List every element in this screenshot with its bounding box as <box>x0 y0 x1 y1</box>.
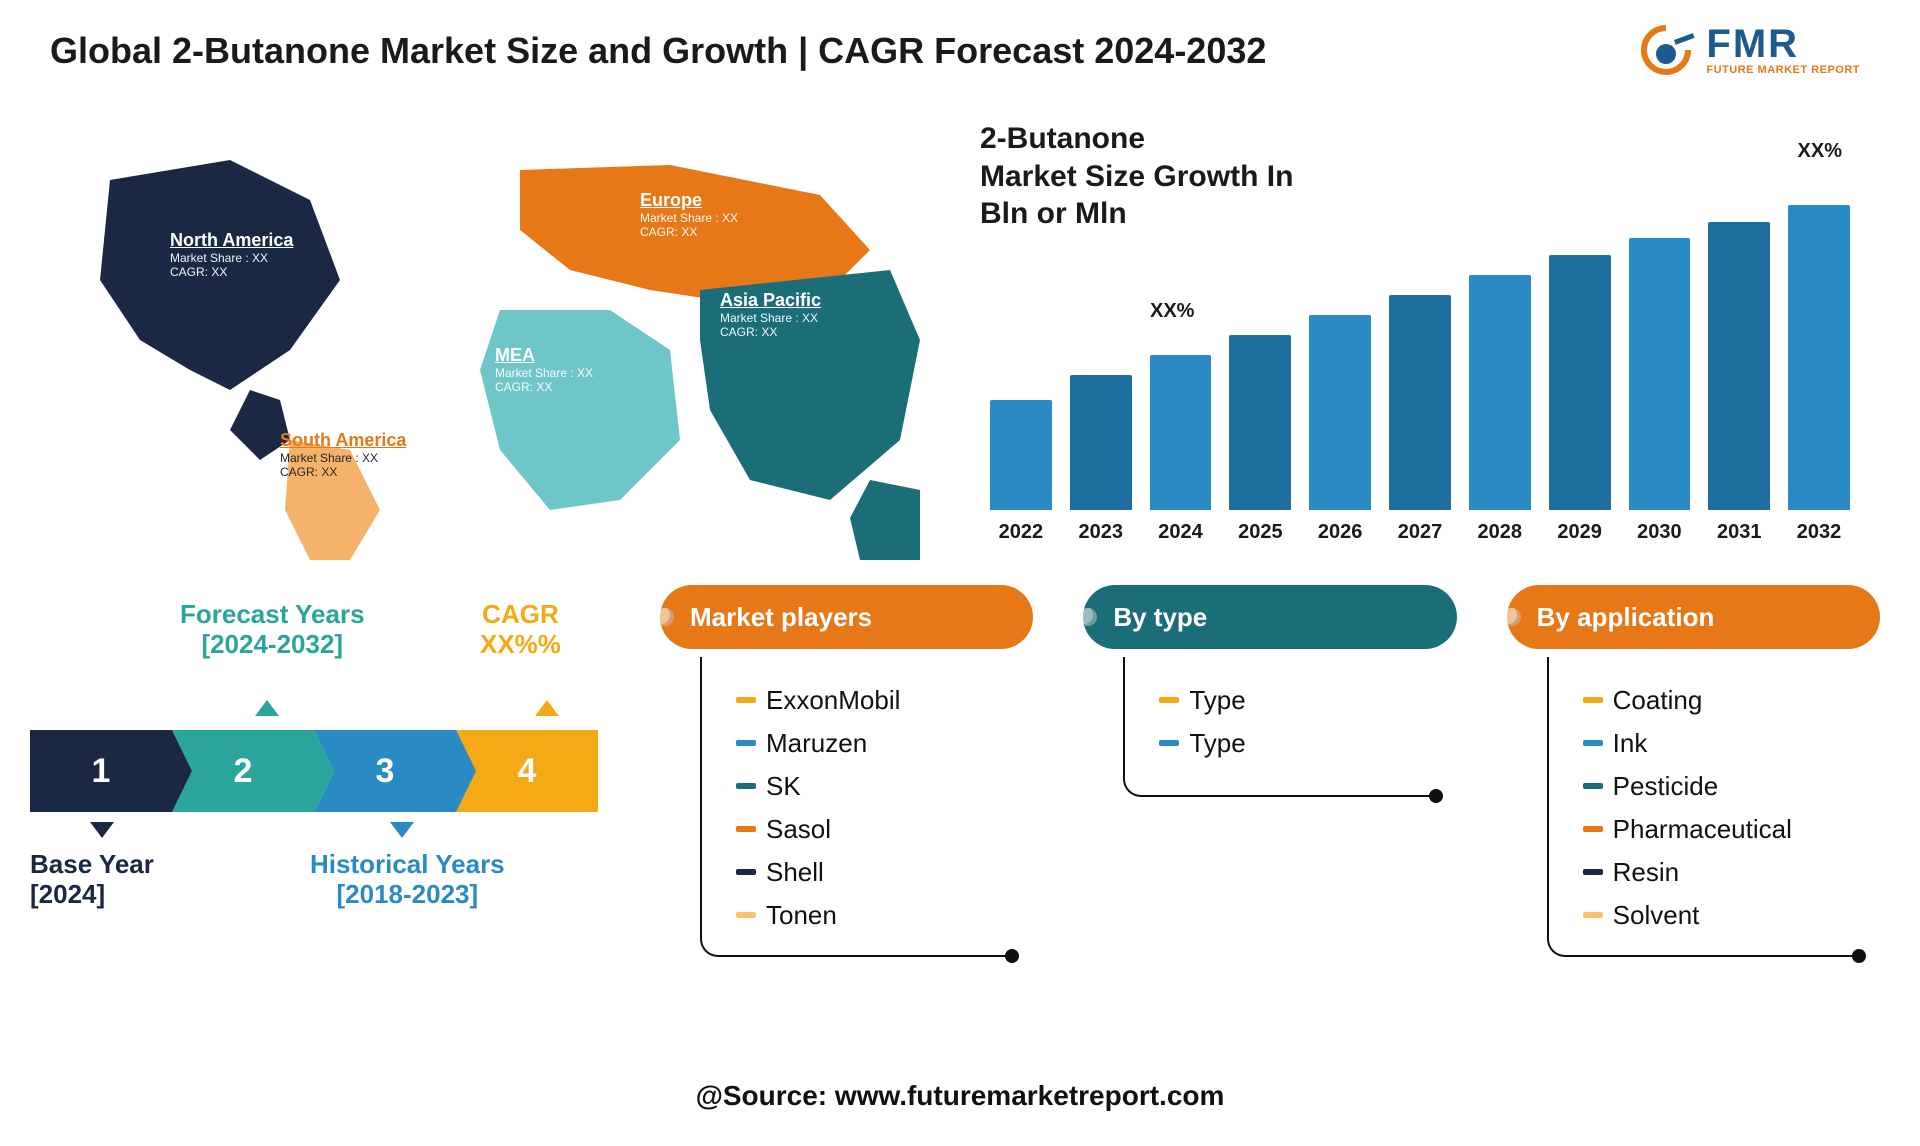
bar-2029: 2029 <box>1549 255 1611 510</box>
list-item: Ink <box>1583 722 1860 765</box>
bar-2028: 2028 <box>1469 275 1531 510</box>
fmr-logo-icon <box>1636 20 1696 80</box>
region-mea-title: MEA <box>495 345 593 366</box>
list-item: Type <box>1159 679 1436 722</box>
pill-by-application: By application <box>1507 585 1880 649</box>
list-item: Pharmaceutical <box>1583 808 1860 851</box>
region-mea <box>480 310 680 510</box>
arrow-down-icon <box>390 822 414 838</box>
bar-2032: 2032 <box>1788 205 1850 510</box>
region-eu-share: Market Share : XX <box>640 211 738 225</box>
bar-year-label: 2031 <box>1717 521 1762 544</box>
list-item: Shell <box>736 851 1013 894</box>
tl-cagr-l1: CAGR <box>482 599 559 629</box>
source-attribution: @Source: www.futuremarketreport.com <box>0 1080 1920 1112</box>
chart-callout-2024: XX% <box>1150 300 1194 323</box>
fmr-logo: FMR FUTURE MARKET REPORT <box>1636 20 1860 80</box>
list-item: Solvent <box>1583 894 1860 937</box>
tl-hist-l2: [2018-2023] <box>337 879 479 909</box>
page-title: Global 2-Butanone Market Size and Growth… <box>50 30 1266 72</box>
timeline: Forecast Years [2024-2032] CAGR XX%% 1 2… <box>30 600 630 950</box>
bar-2024: 2024 <box>1150 355 1212 510</box>
tl-box-1: 1 <box>30 730 172 812</box>
chart-title-l1: 2-Butanone <box>980 122 1145 155</box>
bar-2022: 2022 <box>990 400 1052 510</box>
bar-2023: 2023 <box>1070 375 1132 510</box>
list-item: ExxonMobil <box>736 679 1013 722</box>
region-ap-cagr: CAGR: XX <box>720 325 821 339</box>
chart-title-l2: Market Size Growth In <box>980 160 1293 193</box>
region-na-title: North America <box>170 230 293 251</box>
logo-text-main: FMR <box>1706 24 1860 64</box>
region-na-cagr: CAGR: XX <box>170 265 293 279</box>
region-north-america <box>100 160 340 460</box>
tl-hist-l1: Historical Years <box>310 849 505 879</box>
bar-2030: 2030 <box>1629 238 1691 510</box>
list-item: Pesticide <box>1583 765 1860 808</box>
tl-forecast-l1: Forecast Years <box>180 599 365 629</box>
tl-box-4: 4 <box>456 730 598 812</box>
bar-year-label: 2029 <box>1557 521 1602 544</box>
bar-2026: 2026 <box>1309 315 1371 510</box>
growth-bar-chart: 2-Butanone Market Size Growth In Bln or … <box>980 120 1860 550</box>
region-eu-cagr: CAGR: XX <box>640 225 738 239</box>
bar-year-label: 2024 <box>1158 521 1203 544</box>
tl-base-l2: [2024] <box>30 879 105 909</box>
list-item: SK <box>736 765 1013 808</box>
list-item: Type <box>1159 722 1436 765</box>
tl-cagr-l2: XX%% <box>480 629 561 659</box>
world-map: North America Market Share : XX CAGR: XX… <box>50 140 930 560</box>
bar-year-label: 2023 <box>1078 521 1123 544</box>
segment-market-players: Market players ExxonMobilMaruzenSKSasolS… <box>660 585 1033 957</box>
arrow-up-icon <box>535 700 559 716</box>
list-item: Resin <box>1583 851 1860 894</box>
region-na-share: Market Share : XX <box>170 251 293 265</box>
bar-year-label: 2032 <box>1797 521 1842 544</box>
segment-by-type: By type TypeType <box>1083 585 1456 957</box>
bar-year-label: 2030 <box>1637 521 1682 544</box>
region-sa-title: South America <box>280 430 406 451</box>
list-item: Coating <box>1583 679 1860 722</box>
region-sa-cagr: CAGR: XX <box>280 465 406 479</box>
chart-callout-2032: XX% <box>1798 140 1842 163</box>
segment-by-application: By application CoatingInkPesticidePharma… <box>1507 585 1880 957</box>
list-item: Tonen <box>736 894 1013 937</box>
pill-market-players: Market players <box>660 585 1033 649</box>
region-ap-share: Market Share : XX <box>720 311 821 325</box>
bar-2031: 2031 <box>1708 222 1770 510</box>
arrow-up-icon <box>255 700 279 716</box>
pill-by-type: By type <box>1083 585 1456 649</box>
tl-forecast-l2: [2024-2032] <box>201 629 343 659</box>
region-mea-cagr: CAGR: XX <box>495 380 593 394</box>
region-eu-title: Europe <box>640 190 738 211</box>
bar-year-label: 2028 <box>1478 521 1523 544</box>
tl-box-2: 2 <box>172 730 314 812</box>
bar-2025: 2025 <box>1229 335 1291 510</box>
region-sa-share: Market Share : XX <box>280 451 406 465</box>
tl-box-3: 3 <box>314 730 456 812</box>
bar-year-label: 2022 <box>999 521 1044 544</box>
logo-text-sub: FUTURE MARKET REPORT <box>1706 64 1860 76</box>
bar-year-label: 2026 <box>1318 521 1363 544</box>
bar-2027: 2027 <box>1389 295 1451 510</box>
region-mea-share: Market Share : XX <box>495 366 593 380</box>
list-item: Sasol <box>736 808 1013 851</box>
region-ap-title: Asia Pacific <box>720 290 821 311</box>
list-item: Maruzen <box>736 722 1013 765</box>
bar-year-label: 2027 <box>1398 521 1443 544</box>
arrow-down-icon <box>90 822 114 838</box>
bar-year-label: 2025 <box>1238 521 1283 544</box>
tl-base-l1: Base Year <box>30 849 154 879</box>
